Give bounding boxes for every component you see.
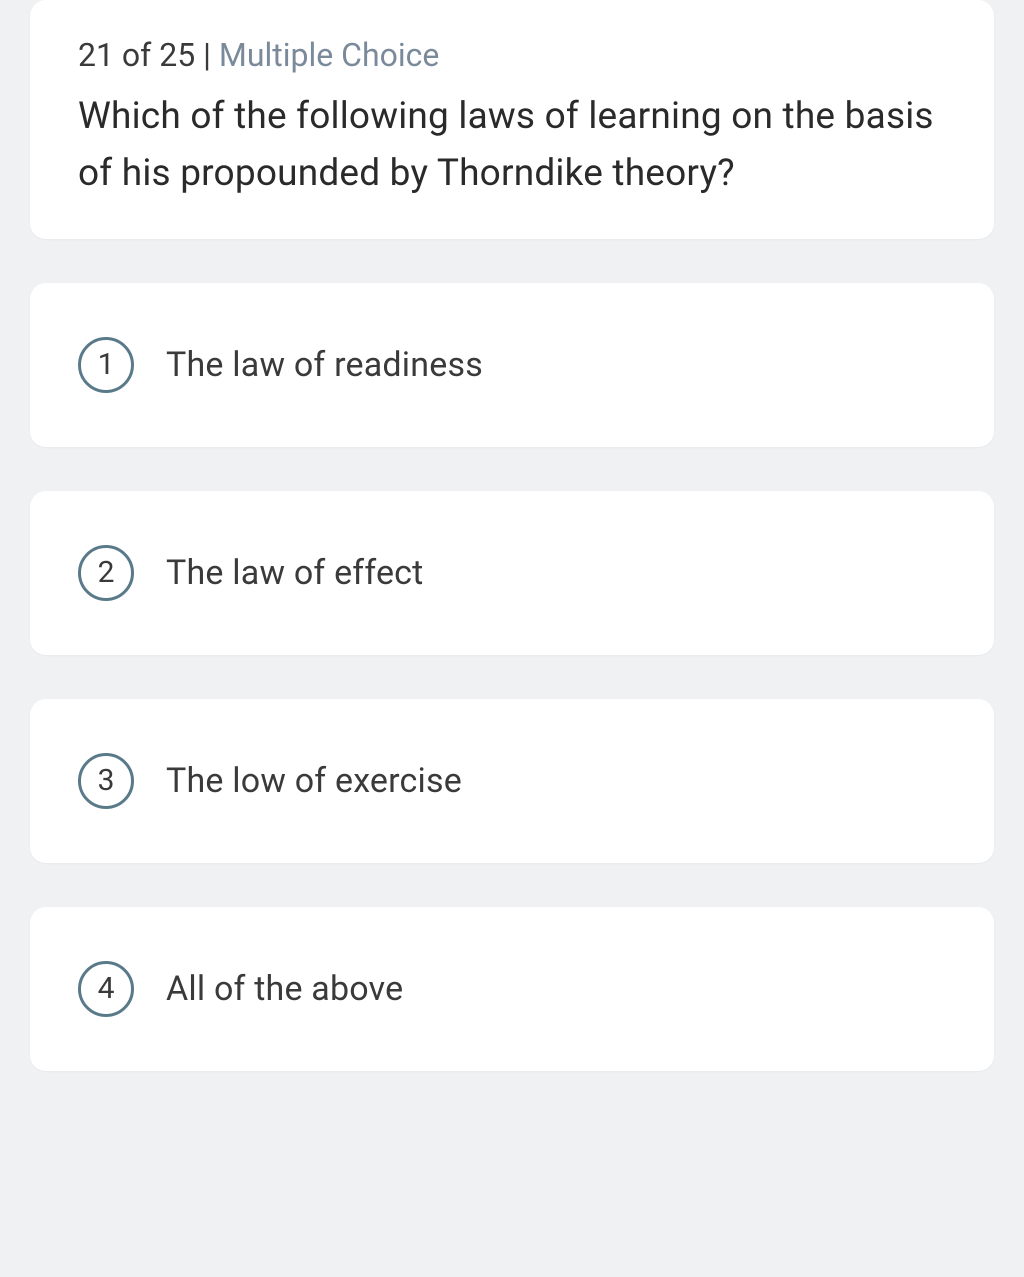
question-card: 21 of 25 | Multiple Choice Which of the … <box>30 0 994 239</box>
option-1[interactable]: 1 The law of readiness <box>30 283 994 447</box>
option-text: All of the above <box>166 969 403 1009</box>
header-separator: | <box>195 36 219 74</box>
option-text: The law of effect <box>166 553 424 593</box>
question-type-label: Multiple Choice <box>219 36 439 74</box>
question-header: 21 of 25 | Multiple Choice <box>78 36 946 74</box>
option-4[interactable]: 4 All of the above <box>30 907 994 1071</box>
option-2[interactable]: 2 The law of effect <box>30 491 994 655</box>
option-3[interactable]: 3 The low of exercise <box>30 699 994 863</box>
option-number-badge: 3 <box>78 753 134 809</box>
option-text: The low of exercise <box>166 761 462 801</box>
option-number-badge: 2 <box>78 545 134 601</box>
question-counter: 21 of 25 <box>78 36 195 74</box>
option-number-badge: 4 <box>78 961 134 1017</box>
options-container: 1 The law of readiness 2 The law of effe… <box>30 283 994 1071</box>
question-text: Which of the following laws of learning … <box>78 88 946 203</box>
option-text: The law of readiness <box>166 345 483 385</box>
option-number-badge: 1 <box>78 337 134 393</box>
